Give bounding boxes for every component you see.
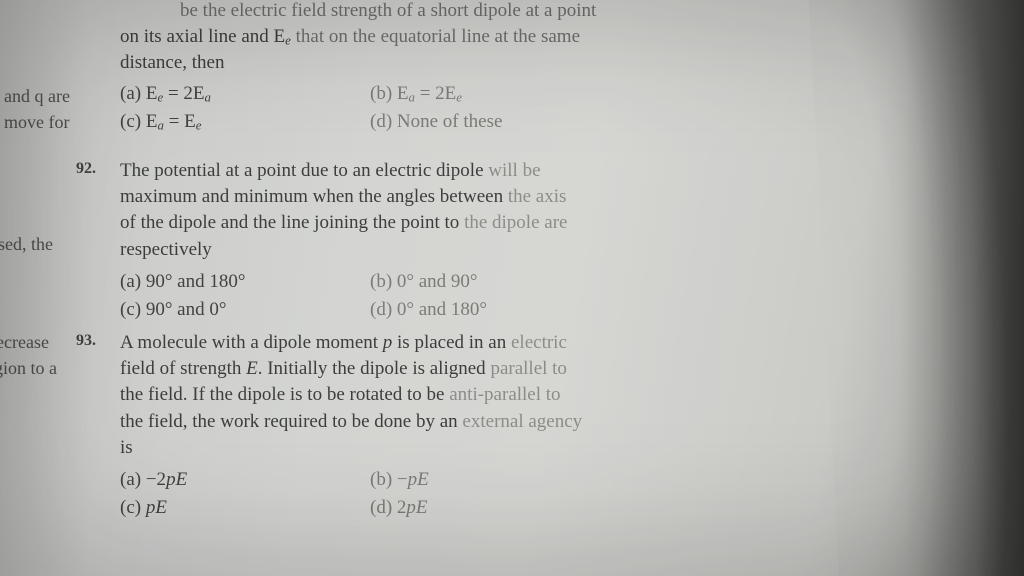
q93-opt-c: (c) pE (120, 495, 370, 521)
q92-opt-b: (b) 0° and 90° (370, 269, 690, 295)
text: is placed in an (392, 332, 511, 353)
text: E (246, 358, 258, 379)
text: the dipole are (464, 212, 567, 233)
text: external agency (462, 411, 582, 432)
q92-number: 92. (76, 158, 96, 180)
q93-opt-d: (d) 2pE (370, 495, 690, 521)
q93-opt-b: (b) −pE (370, 467, 690, 493)
q92-opt-a: (a) 90° and 180° (120, 269, 370, 295)
text: A molecule with a dipole moment (120, 332, 383, 353)
text: the field, the work required to be done … (120, 411, 462, 432)
text: field of strength (120, 358, 246, 379)
text: The potential at a point due to an elect… (120, 160, 488, 181)
q91-opt-a: (a) Ee = 2Ea (120, 81, 370, 107)
text: is (120, 435, 864, 461)
text: that on the equatorial line at the same (291, 26, 580, 47)
text: electric (511, 332, 567, 353)
q92-opt-c: (c) 90° and 0° (120, 297, 370, 323)
text: will be (488, 160, 540, 181)
text: the axis (508, 186, 567, 207)
text: respectively (120, 237, 864, 263)
q93-number: 93. (76, 330, 96, 352)
q92-block: 92. The potential at a point due to an e… (120, 158, 864, 323)
q91-opt-b: (b) Ea = 2Ee (370, 81, 690, 107)
q91-opt-c: (c) Ea = Ee (120, 109, 370, 135)
margin-text: move for (4, 110, 114, 135)
margin-text: sed, the (0, 232, 108, 257)
margin-text: and q are (4, 84, 114, 109)
text: be the electric field strength of a shor… (180, 0, 596, 21)
text: p (383, 332, 393, 353)
text: parallel to (490, 358, 567, 379)
text: maximum and minimum when the angles betw… (120, 186, 508, 207)
text: anti-parallel to (449, 384, 560, 405)
q93-block: 93. A molecule with a dipole moment p is… (120, 330, 864, 522)
text: . Initially the dipole is aligned (258, 358, 491, 379)
q92-opt-d: (d) 0° and 180° (370, 297, 690, 323)
textbook-page-photo: and q are move for sed, the ecrease gion… (0, 0, 1024, 576)
text: distance, then (120, 50, 864, 76)
q93-opt-a: (a) −2pE (120, 467, 370, 493)
text: the field. If the dipole is to be rotate… (120, 384, 449, 405)
q91-opt-d: (d) None of these (370, 109, 690, 135)
page-edge-shadow (904, 0, 1024, 576)
text: of the dipole and the line joining the p… (120, 212, 464, 233)
q91-block: be the electric field strength of a shor… (120, 0, 864, 135)
margin-text: gion to a (0, 356, 104, 381)
text: on its axial line and E (120, 26, 285, 47)
